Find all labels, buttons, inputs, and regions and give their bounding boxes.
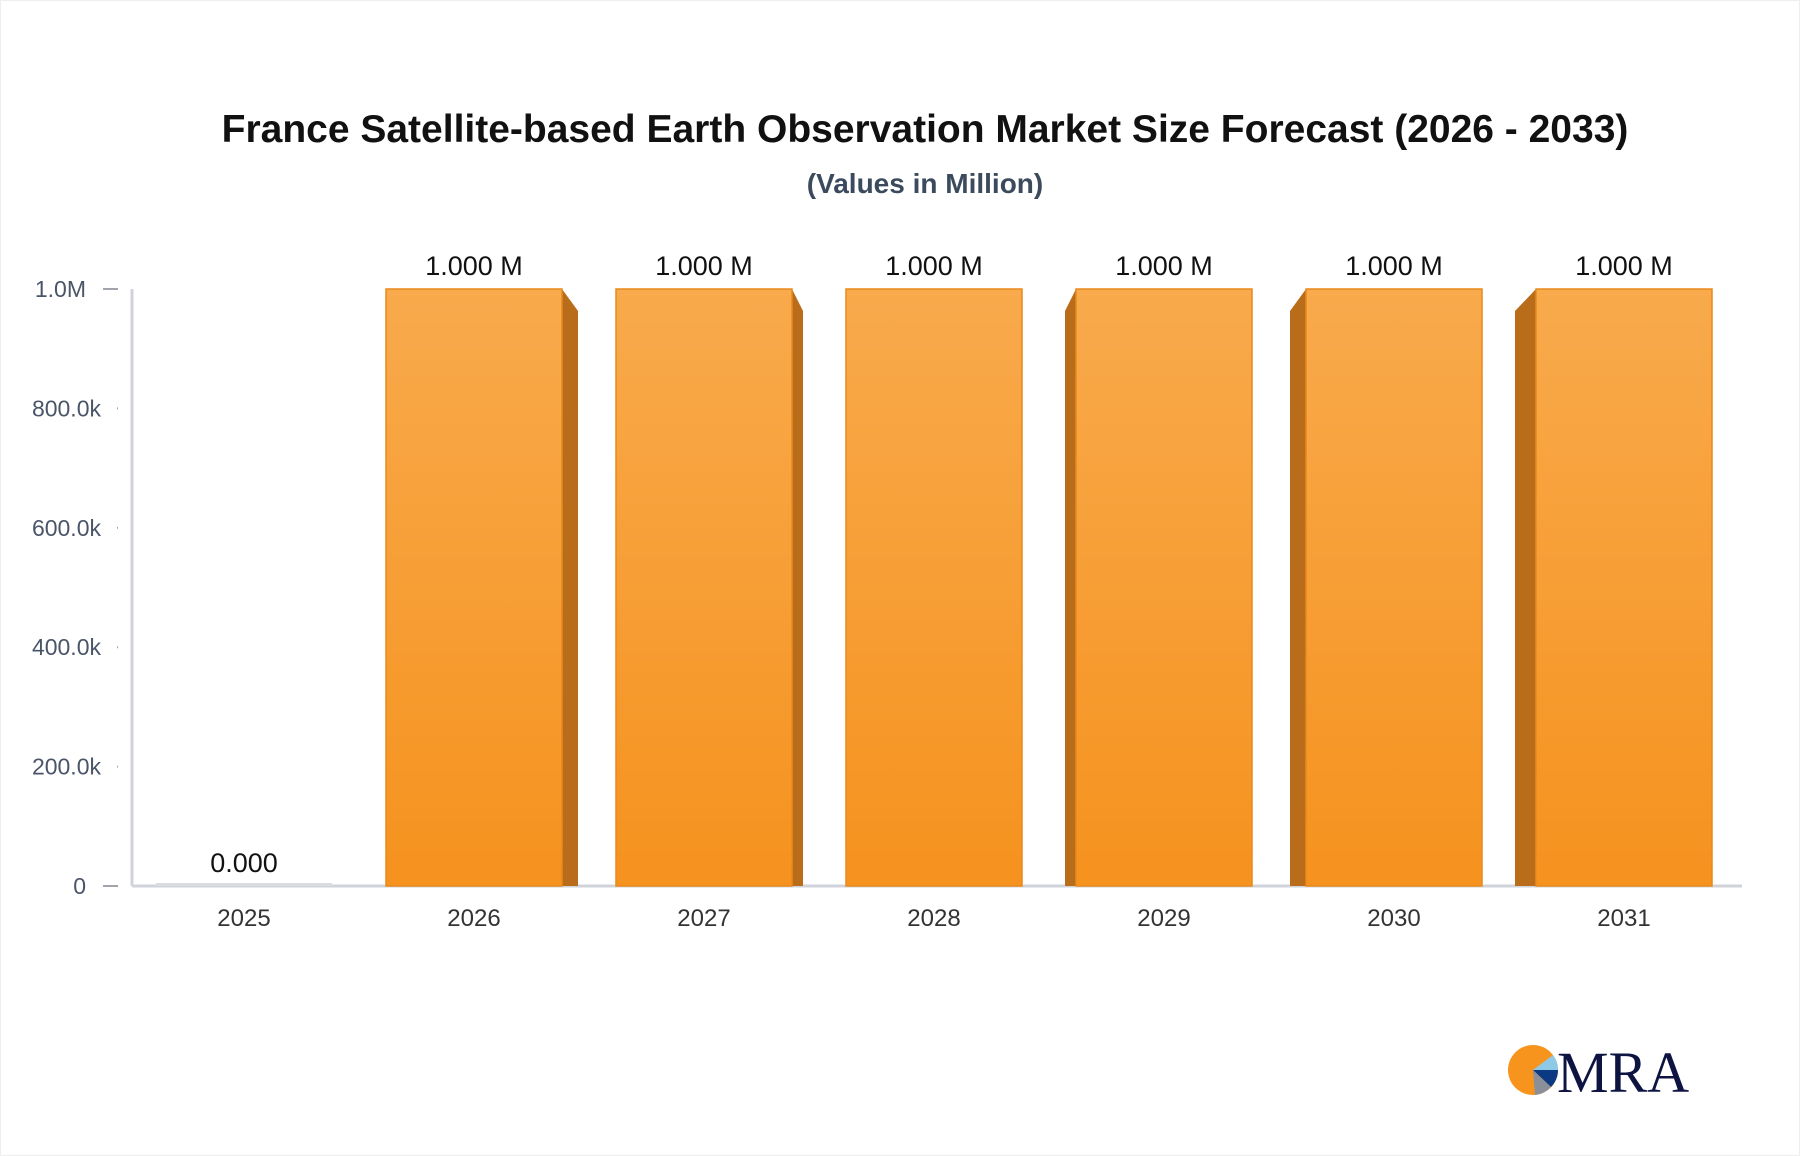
x-tick-label: 2026 [447, 905, 500, 932]
y-tick-label: 0 [73, 873, 86, 899]
y-tick-label: 600.0k [32, 515, 102, 541]
x-tick-label: 2030 [1367, 905, 1420, 932]
y-tick-label: 800.0k [32, 395, 102, 421]
x-tick-label: 2028 [907, 905, 960, 932]
y-tick-label: 400.0k [32, 634, 102, 660]
data-label: 1.000 M [1345, 251, 1443, 281]
bar-side [1065, 289, 1076, 886]
chart-title: France Satellite-based Earth Observation… [221, 108, 1629, 151]
x-tick-label: 2027 [677, 905, 730, 932]
bar-2028 [845, 288, 1023, 887]
bar-side [1515, 289, 1536, 886]
bar-2027 [615, 288, 793, 887]
chart-subtitle: (Values in Million) [806, 168, 1044, 199]
x-tick-label: 2025 [217, 905, 270, 932]
y-tick-label: 200.0k [32, 754, 102, 780]
x-tick-label: 2029 [1137, 905, 1190, 932]
data-label: 1.000 M [1575, 251, 1673, 281]
bar-2030 [1305, 288, 1483, 887]
y-tick-label: 1.0M [35, 276, 86, 302]
data-label: 1.000 M [425, 251, 523, 281]
logo-text: MRA [1557, 1040, 1689, 1100]
data-label: 0.000 [210, 848, 278, 878]
data-label: 1.000 M [1115, 251, 1213, 281]
bar-side [1290, 289, 1306, 886]
mra-logo: MRA [1508, 1040, 1689, 1100]
bar-side [792, 289, 803, 886]
bar-2029 [1075, 288, 1253, 887]
data-label: 1.000 M [885, 251, 983, 281]
data-label: 1.000 M [655, 251, 753, 281]
bar-2026 [385, 288, 563, 887]
bar-2025 [156, 883, 332, 886]
bar-2031 [1535, 288, 1713, 887]
bar-side [562, 289, 578, 886]
x-tick-label: 2031 [1597, 905, 1650, 932]
